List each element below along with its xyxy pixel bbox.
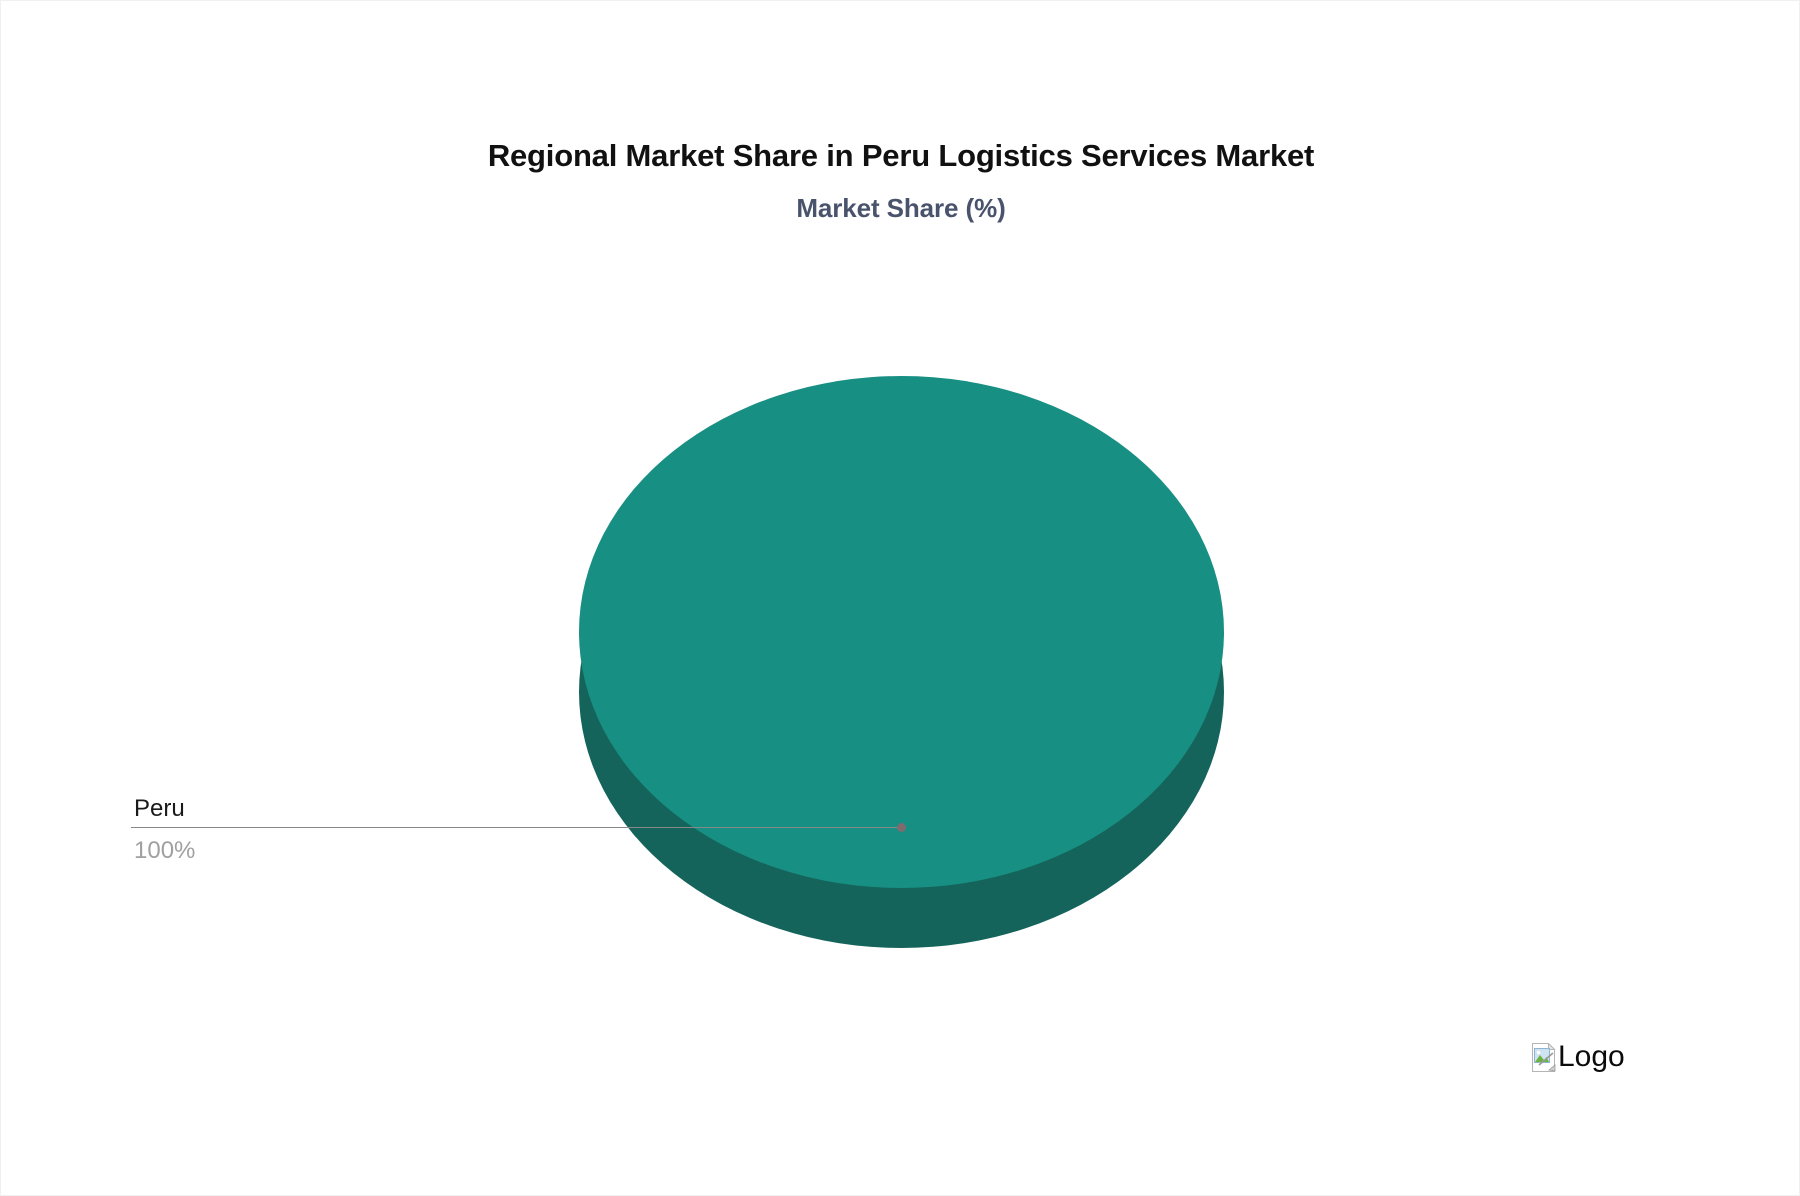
- slice-leader-dot: [897, 823, 906, 832]
- broken-image-icon: [1532, 1042, 1556, 1072]
- slice-label-name: Peru: [134, 795, 185, 822]
- slice-label-group: Peru 100%: [134, 794, 494, 866]
- chart-title: Regional Market Share in Peru Logistics …: [487, 138, 1315, 173]
- logo-alt-text: Logo: [1558, 1040, 1625, 1073]
- logo-placeholder: Logo: [1532, 1037, 1625, 1077]
- slice-label-value: 100%: [134, 837, 196, 864]
- chart-subtitle: Market Share (%): [796, 193, 1006, 223]
- pie-slice-peru[interactable]: [579, 376, 1224, 888]
- pie-chart: [579, 376, 1224, 948]
- slice-leader-line: [131, 827, 903, 828]
